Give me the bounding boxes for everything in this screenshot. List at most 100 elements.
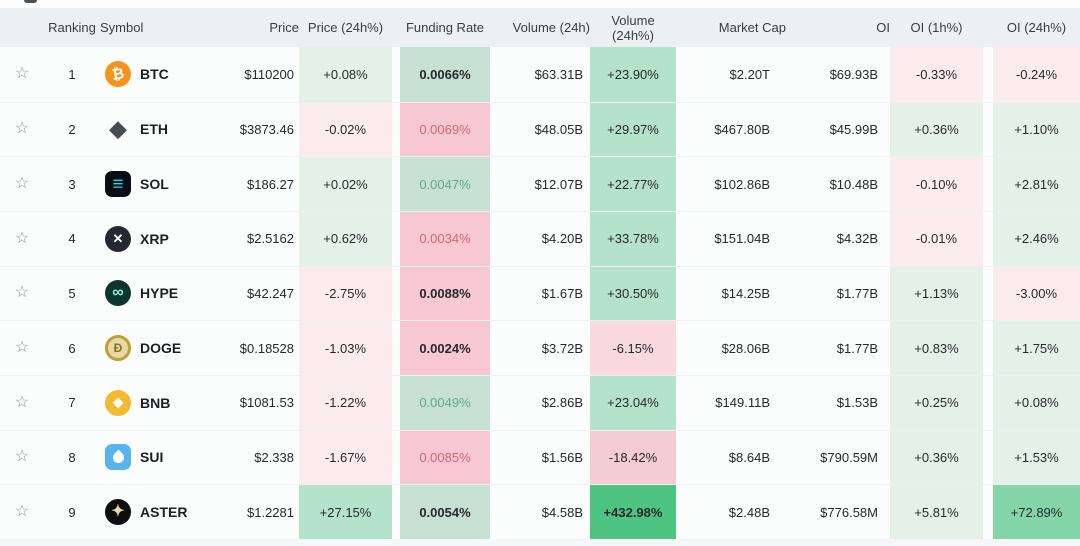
row-gap — [983, 321, 993, 375]
volume-24h-cell: +432.98% — [590, 485, 676, 539]
volume-value: $1.67B — [541, 285, 583, 301]
oi-1h-cell: -0.10% — [890, 157, 983, 211]
favorite-star-icon[interactable]: ☆ — [14, 503, 30, 521]
symbol-label: SUI — [140, 449, 164, 466]
price-value: $186.27 — [247, 176, 294, 192]
funding-rate-cell: 0.0034% — [400, 211, 490, 266]
funding-rate-cell: 0.0047% — [400, 157, 490, 211]
volume-24h-cell: -18.42% — [590, 430, 676, 485]
coin-icon: ❖ — [105, 389, 131, 416]
table-row[interactable]: ☆ 8 SUI $2.338 -1.67% 0.0085% $1.56B -18… — [0, 429, 1080, 485]
row-gap — [983, 431, 993, 485]
coin-icon: ◆ — [109, 116, 127, 142]
symbol-label: HYPE — [140, 285, 179, 302]
table-row[interactable]: ☆ 4 ✕ XRP $2.5162 +0.62% 0.0034% $4.20B … — [0, 210, 1080, 266]
market-cap-value: $2.48B — [728, 504, 770, 520]
symbol-cell[interactable]: ∞ HYPE — [100, 267, 230, 321]
row-gap — [392, 103, 400, 157]
market-cap-value: $149.11B — [715, 395, 770, 411]
col-header-price[interactable]: Price — [269, 20, 299, 35]
row-gap — [392, 212, 400, 266]
oi-value: $69.93B — [829, 66, 878, 82]
table-header: Ranking Symbol Price Price (24h%) Fundin… — [0, 8, 1080, 47]
volume-24h-cell: +23.04% — [590, 375, 676, 430]
market-cap-value: $2.20T — [729, 66, 770, 82]
col-header-oi-1h[interactable]: OI (1h%) — [910, 20, 963, 35]
ranking-value: 3 — [68, 176, 76, 192]
symbol-cell[interactable]: ◆ ETH — [100, 103, 230, 157]
col-header-market-cap[interactable]: Market Cap — [718, 20, 786, 35]
volume-24h-cell: +29.97% — [590, 102, 676, 157]
footer-strip — [0, 538, 1080, 546]
row-gap — [392, 485, 400, 539]
col-header-funding-rate[interactable]: Funding Rate — [405, 20, 485, 35]
row-gap — [392, 157, 400, 211]
ranking-value: 5 — [68, 285, 76, 301]
market-cap-value: $28.06B — [721, 340, 770, 356]
market-cap-value: $467.80B — [714, 121, 770, 137]
favorite-star-icon[interactable]: ☆ — [14, 175, 30, 193]
favorite-star-icon[interactable]: ☆ — [14, 393, 30, 411]
favorite-star-icon[interactable]: ☆ — [14, 339, 30, 357]
table-row[interactable]: ☆ 7 ❖ BNB $1081.53 -1.22% 0.0049% $2.86B… — [0, 374, 1080, 430]
col-header-ranking[interactable]: Ranking — [48, 20, 96, 35]
favorite-star-icon[interactable]: ☆ — [14, 229, 30, 247]
table-row[interactable]: ☆ 6 Ð DOGE $0.18528 -1.03% 0.0024% $3.72… — [0, 320, 1080, 375]
col-header-symbol[interactable]: Symbol — [100, 20, 144, 35]
table-row[interactable]: ☆ 2 ◆ ETH $3873.46 -0.02% 0.0069% $48.05… — [0, 101, 1080, 157]
coin-icon — [105, 444, 131, 471]
table-row[interactable]: ☆ 5 ∞ HYPE $42.247 -2.75% 0.0088% $1.67B… — [0, 265, 1080, 321]
favorite-star-icon[interactable]: ☆ — [14, 284, 30, 302]
oi-1h-cell: -0.33% — [890, 47, 983, 102]
table-row[interactable]: ☆ 9 ✦ ASTER $1.2281 +27.15% 0.0054% $4.5… — [0, 484, 1080, 539]
top-strip — [0, 0, 1080, 8]
oi-1h-cell: +0.36% — [890, 102, 983, 157]
coin-icon: ✕ — [105, 225, 131, 252]
price-value: $0.18528 — [239, 340, 294, 356]
oi-1h-cell: +5.81% — [890, 485, 983, 539]
favorite-star-icon[interactable]: ☆ — [14, 65, 30, 83]
symbol-label: XRP — [140, 230, 169, 247]
oi-24h-cell: +2.81% — [993, 157, 1080, 211]
volume-24h-cell: -6.15% — [590, 321, 676, 375]
table-row[interactable]: ☆ 3 ≡ SOL $186.27 +0.02% 0.0047% $12.07B… — [0, 156, 1080, 211]
oi-1h-cell: +1.13% — [890, 266, 983, 321]
oi-24h-cell: -0.24% — [993, 47, 1080, 102]
price-24h-cell: +27.15% — [299, 485, 392, 539]
oi-24h-cell: +2.46% — [993, 211, 1080, 266]
oi-value: $45.99B — [829, 121, 878, 137]
symbol-cell[interactable]: Ð DOGE — [100, 321, 230, 375]
table-body: ☆ 1 ₿ BTC $110200 +0.08% 0.0066% $63.31B… — [0, 47, 1080, 539]
symbol-cell[interactable]: ₿ BTC — [100, 47, 230, 102]
oi-value: $776.58M — [820, 504, 878, 520]
row-gap — [983, 103, 993, 157]
favorite-star-icon[interactable]: ☆ — [14, 448, 30, 466]
table-row[interactable]: ☆ 1 ₿ BTC $110200 +0.08% 0.0066% $63.31B… — [0, 47, 1080, 102]
col-header-oi[interactable]: OI — [876, 20, 890, 35]
col-header-price-24h[interactable]: Price (24h%) — [307, 20, 384, 35]
price-24h-cell: -0.02% — [299, 102, 392, 157]
volume-24h-cell: +22.77% — [590, 157, 676, 211]
symbol-cell[interactable]: ✕ XRP — [100, 212, 230, 266]
funding-rate-cell: 0.0024% — [400, 321, 490, 375]
favorite-star-icon[interactable]: ☆ — [14, 120, 30, 138]
row-gap — [392, 431, 400, 485]
symbol-cell[interactable]: ❖ BNB — [100, 376, 230, 430]
col-header-oi-24h[interactable]: OI (24h%) — [1006, 20, 1067, 35]
price-24h-cell: -1.22% — [299, 375, 392, 430]
oi-value: $790.59M — [820, 449, 878, 465]
price-value: $1081.53 — [239, 395, 294, 411]
symbol-cell[interactable]: SUI — [100, 431, 230, 485]
market-cap-value: $102.86B — [714, 176, 770, 192]
price-value: $3873.46 — [239, 121, 294, 137]
col-header-volume-24h-pct[interactable]: Volume (24h%) — [611, 12, 655, 43]
symbol-cell[interactable]: ≡ SOL — [100, 157, 230, 211]
funding-rate-cell: 0.0088% — [400, 266, 490, 321]
oi-24h-cell: +1.75% — [993, 321, 1080, 375]
price-24h-cell: -1.03% — [299, 321, 392, 375]
coin-icon: Ð — [105, 335, 131, 362]
price-24h-cell: -1.67% — [299, 430, 392, 485]
ranking-value: 4 — [68, 231, 76, 247]
col-header-volume-24h[interactable]: Volume (24h) — [512, 20, 590, 35]
symbol-cell[interactable]: ✦ ASTER — [100, 485, 230, 539]
